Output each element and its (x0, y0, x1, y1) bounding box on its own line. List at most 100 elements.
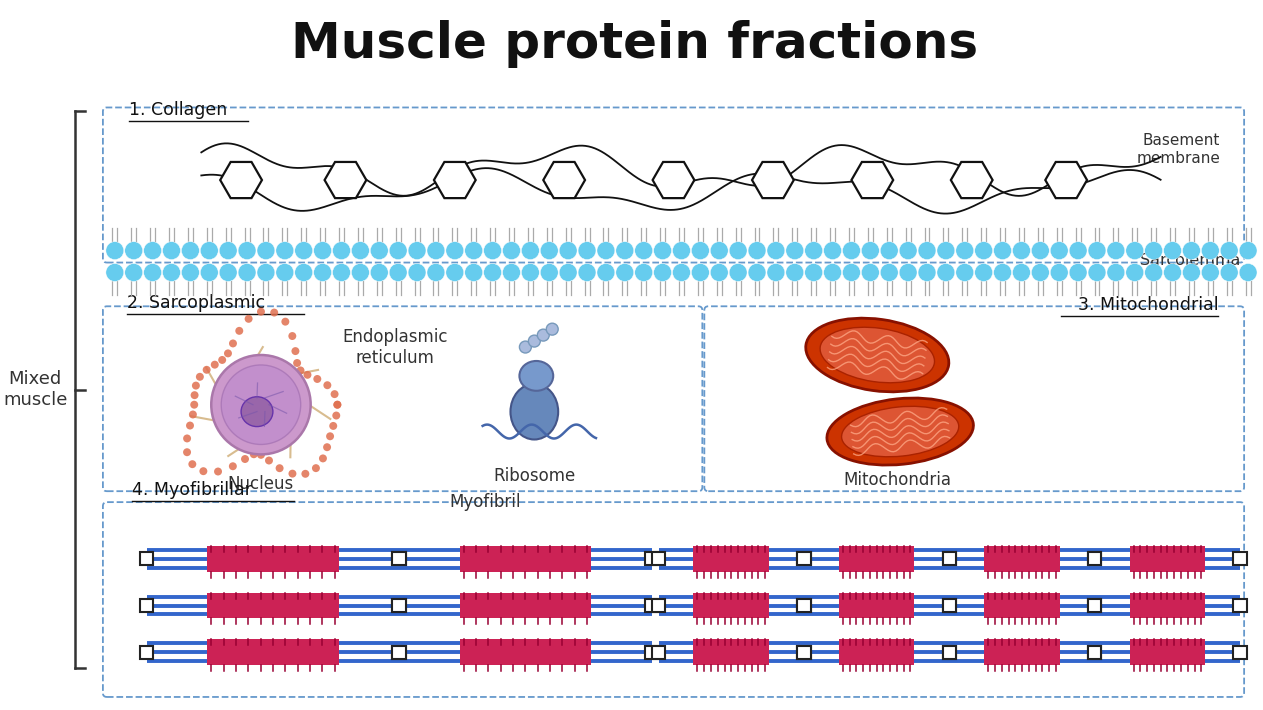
Circle shape (560, 263, 577, 281)
Circle shape (956, 263, 974, 281)
Circle shape (805, 263, 822, 281)
Bar (460, 593, 591, 618)
Circle shape (861, 241, 879, 260)
Bar (839, 593, 914, 618)
Circle shape (183, 435, 191, 442)
Circle shape (691, 263, 710, 281)
Bar (1129, 546, 1205, 572)
Circle shape (256, 451, 265, 459)
Circle shape (880, 241, 898, 260)
Circle shape (389, 263, 407, 281)
Circle shape (320, 454, 327, 462)
Circle shape (218, 356, 226, 364)
Ellipse shape (827, 398, 974, 465)
Text: Endoplasmic
reticulum: Endoplasmic reticulum (342, 328, 448, 367)
Circle shape (578, 263, 596, 281)
Circle shape (1201, 241, 1219, 260)
Circle shape (729, 263, 748, 281)
Circle shape (201, 241, 218, 260)
Circle shape (275, 241, 294, 260)
Circle shape (528, 335, 541, 347)
Circle shape (294, 263, 313, 281)
FancyBboxPatch shape (705, 306, 1244, 491)
Circle shape (484, 263, 501, 281)
Bar (693, 639, 769, 665)
Circle shape (842, 241, 860, 260)
Circle shape (125, 263, 143, 281)
Text: Mixed
muscle: Mixed muscle (3, 371, 67, 409)
Circle shape (1144, 241, 1163, 260)
Circle shape (331, 390, 338, 398)
Circle shape (541, 241, 558, 260)
Circle shape (937, 263, 955, 281)
Circle shape (191, 391, 198, 399)
Bar (1129, 593, 1205, 618)
Circle shape (1125, 263, 1144, 281)
Circle shape (191, 400, 198, 409)
Circle shape (332, 412, 340, 420)
Circle shape (1201, 263, 1219, 281)
Ellipse shape (841, 406, 959, 457)
Circle shape (672, 263, 691, 281)
Circle shape (189, 410, 197, 418)
Ellipse shape (806, 318, 949, 392)
Circle shape (975, 263, 993, 281)
Circle shape (1087, 241, 1106, 260)
Ellipse shape (221, 365, 301, 444)
Circle shape (937, 241, 955, 260)
Circle shape (547, 323, 558, 335)
Bar (984, 546, 1060, 572)
Circle shape (1051, 263, 1068, 281)
Circle shape (465, 241, 482, 260)
Text: 2. Sarcoplasmic: 2. Sarcoplasmic (126, 294, 265, 312)
Bar (207, 639, 338, 665)
Circle shape (303, 371, 312, 379)
Circle shape (1239, 263, 1257, 281)
Circle shape (220, 263, 237, 281)
Circle shape (220, 241, 237, 260)
Circle shape (213, 468, 222, 476)
Circle shape (186, 422, 195, 430)
Circle shape (805, 241, 822, 260)
Circle shape (293, 359, 301, 367)
Ellipse shape (519, 361, 553, 391)
Circle shape (1163, 263, 1181, 281)
Circle shape (200, 467, 207, 475)
Text: Mitochondria: Mitochondria (844, 471, 951, 489)
Bar (984, 593, 1060, 618)
Circle shape (201, 263, 218, 281)
Circle shape (767, 241, 784, 260)
Circle shape (229, 339, 237, 347)
Text: 4. Myofibrillar: 4. Myofibrillar (131, 481, 251, 499)
Circle shape (842, 263, 860, 281)
Circle shape (313, 241, 332, 260)
Circle shape (748, 263, 765, 281)
Circle shape (250, 450, 258, 458)
Circle shape (183, 448, 191, 457)
Circle shape (1070, 263, 1087, 281)
Text: 3. Mitochondrial: 3. Mitochondrial (1077, 296, 1219, 315)
Circle shape (1032, 263, 1050, 281)
Ellipse shape (510, 384, 558, 439)
Circle shape (351, 263, 369, 281)
Circle shape (202, 366, 211, 373)
Circle shape (1013, 263, 1031, 281)
Circle shape (192, 381, 200, 390)
Circle shape (1106, 263, 1125, 281)
Circle shape (503, 241, 520, 260)
Circle shape (1125, 241, 1144, 260)
Circle shape (994, 263, 1012, 281)
Bar (207, 546, 338, 572)
Circle shape (330, 422, 337, 430)
Circle shape (106, 263, 124, 281)
Circle shape (1220, 263, 1238, 281)
Circle shape (182, 241, 200, 260)
Bar (460, 639, 591, 665)
Text: Myofibril: Myofibril (448, 493, 520, 511)
Circle shape (144, 263, 162, 281)
Circle shape (256, 241, 275, 260)
Circle shape (313, 263, 332, 281)
Ellipse shape (820, 327, 935, 383)
Circle shape (597, 263, 615, 281)
Circle shape (560, 241, 577, 260)
